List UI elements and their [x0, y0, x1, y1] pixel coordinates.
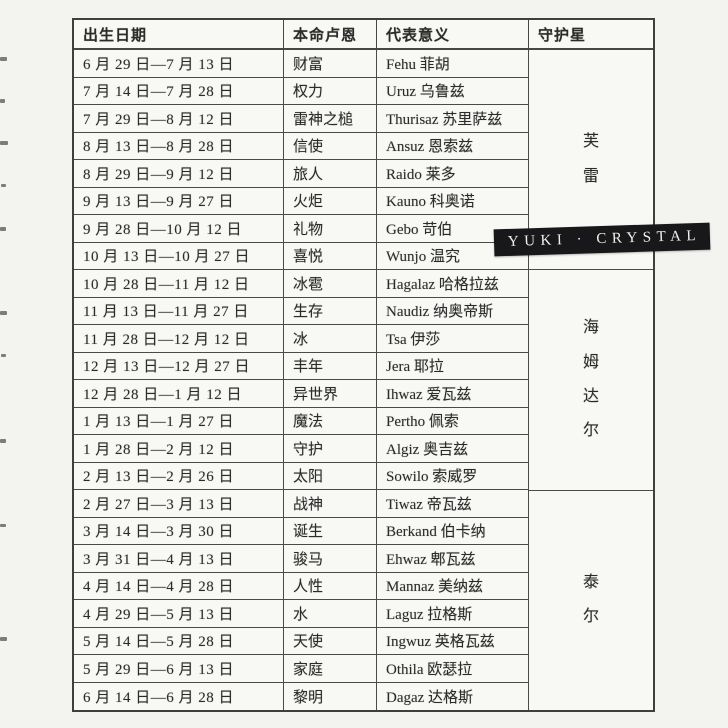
date-cell: 1 月 28 日—2 月 12 日 — [74, 435, 284, 463]
meaning-cell: Othila 欧瑟拉 — [377, 655, 529, 683]
rune-cell: 黎明 — [284, 682, 377, 710]
rune-cell: 礼物 — [284, 215, 377, 243]
date-cell: 10 月 28 日—11 月 12 日 — [74, 270, 284, 298]
meaning-cell: Algiz 奥吉兹 — [377, 435, 529, 463]
scan-artifact — [0, 141, 8, 145]
meaning-cell: Hagalaz 哈格拉兹 — [377, 270, 529, 298]
scan-artifact — [0, 637, 7, 641]
date-cell: 11 月 13 日—11 月 27 日 — [74, 297, 284, 325]
meaning-cell: Ingwuz 英格瓦兹 — [377, 627, 529, 655]
meaning-cell: Tsa 伊莎 — [377, 325, 529, 353]
table-header-row: 出生日期 本命卢恩 代表意义 守护星 — [74, 20, 653, 50]
scan-artifact — [0, 227, 6, 231]
date-cell: 1 月 13 日—1 月 27 日 — [74, 407, 284, 435]
date-cell: 7 月 14 日—7 月 28 日 — [74, 77, 284, 105]
guardian-cell: 芙雷 — [529, 50, 653, 271]
date-cell: 5 月 29 日—6 月 13 日 — [74, 655, 284, 683]
scan-artifact — [1, 354, 6, 357]
scan-artifact — [0, 99, 5, 103]
date-cell: 8 月 29 日—9 月 12 日 — [74, 160, 284, 188]
rune-cell: 旅人 — [284, 160, 377, 188]
rune-cell: 生存 — [284, 297, 377, 325]
date-cell: 3 月 14 日—3 月 30 日 — [74, 517, 284, 545]
meaning-cell: Kauno 科奥诺 — [377, 187, 529, 215]
meaning-cell: Uruz 乌鲁兹 — [377, 77, 529, 105]
date-cell: 9 月 13 日—9 月 27 日 — [74, 187, 284, 215]
meaning-cell: Thurisaz 苏里萨兹 — [377, 105, 529, 133]
watermark-bar: YUKI · CRYSTAL — [493, 222, 711, 257]
rune-birthdate-table: 出生日期 本命卢恩 代表意义 守护星 6 月 29 日—7 月 13 日财富 Fe… — [72, 18, 655, 712]
date-cell: 12 月 28 日—1 月 12 日 — [74, 380, 284, 408]
rune-cell: 人性 — [284, 572, 377, 600]
meaning-cell: Sowilo 索威罗 — [377, 462, 529, 490]
date-cell: 3 月 31 日—4 月 13 日 — [74, 545, 284, 573]
scan-artifact — [0, 57, 7, 61]
date-cell: 4 月 29 日—5 月 13 日 — [74, 600, 284, 628]
date-cell: 7 月 29 日—8 月 12 日 — [74, 105, 284, 133]
header-birth-date: 出生日期 — [74, 20, 284, 50]
rune-cell: 诞生 — [284, 517, 377, 545]
rune-cell: 战神 — [284, 490, 377, 518]
scan-artifact — [0, 524, 6, 527]
date-cell: 6 月 29 日—7 月 13 日 — [74, 50, 284, 78]
date-cell: 5 月 14 日—5 月 28 日 — [74, 627, 284, 655]
date-cell: 4 月 14 日—4 月 28 日 — [74, 572, 284, 600]
meaning-cell: Ihwaz 爱瓦兹 — [377, 380, 529, 408]
rune-cell: 天使 — [284, 627, 377, 655]
rune-cell: 丰年 — [284, 352, 377, 380]
date-cell: 9 月 28 日—10 月 12 日 — [74, 215, 284, 243]
rune-cell: 权力 — [284, 77, 377, 105]
meaning-cell: Laguz 拉格斯 — [377, 600, 529, 628]
guardian-cell: 海姆达尔 — [529, 270, 653, 491]
scan-artifact — [0, 311, 7, 315]
meaning-cell: Naudiz 纳奥帝斯 — [377, 297, 529, 325]
rune-cell: 异世界 — [284, 380, 377, 408]
rune-cell: 骏马 — [284, 545, 377, 573]
table-body: 6 月 29 日—7 月 13 日财富 Fehu 菲胡 7 月 14 日—7 月 2… — [74, 50, 653, 710]
meaning-cell: Fehu 菲胡 — [377, 50, 529, 78]
rune-cell: 雷神之槌 — [284, 105, 377, 133]
date-cell: 2 月 27 日—3 月 13 日 — [74, 490, 284, 518]
guardian-name: 海姆达尔 — [582, 319, 599, 440]
header-meaning: 代表意义 — [377, 20, 529, 50]
scan-artifact — [1, 184, 6, 187]
guardian-column: 芙雷 海姆达尔 泰尔 — [529, 50, 653, 710]
meaning-cell: Wunjo 温究 — [377, 242, 529, 270]
meaning-cell: Berkand 伯卡纳 — [377, 517, 529, 545]
scan-artifact — [0, 439, 6, 443]
meaning-cell: Tiwaz 帝瓦兹 — [377, 490, 529, 518]
table-body-grid: 6 月 29 日—7 月 13 日财富 Fehu 菲胡 7 月 14 日—7 月 2… — [74, 50, 529, 710]
watermark-text: YUKI · CRYSTAL — [507, 227, 702, 250]
rune-cell: 守护 — [284, 435, 377, 463]
meaning-cell: Pertho 佩索 — [377, 407, 529, 435]
header-guardian-star: 守护星 — [529, 20, 653, 50]
date-cell: 12 月 13 日—12 月 27 日 — [74, 352, 284, 380]
meaning-cell: Raido 莱多 — [377, 160, 529, 188]
rune-cell: 水 — [284, 600, 377, 628]
rune-cell: 火炬 — [284, 187, 377, 215]
header-natal-rune: 本命卢恩 — [284, 20, 377, 50]
meaning-cell: Ehwaz 郫瓦兹 — [377, 545, 529, 573]
date-cell: 8 月 13 日—8 月 28 日 — [74, 132, 284, 160]
rune-cell: 家庭 — [284, 655, 377, 683]
date-cell: 2 月 13 日—2 月 26 日 — [74, 462, 284, 490]
rune-cell: 冰雹 — [284, 270, 377, 298]
guardian-name: 泰尔 — [582, 573, 599, 626]
guardian-cell: 泰尔 — [529, 491, 653, 710]
rune-cell: 冰 — [284, 325, 377, 353]
rune-cell: 喜悦 — [284, 242, 377, 270]
date-cell: 10 月 13 日—10 月 27 日 — [74, 242, 284, 270]
rune-cell: 魔法 — [284, 407, 377, 435]
date-cell: 11 月 28 日—12 月 12 日 — [74, 325, 284, 353]
guardian-name: 芙雷 — [582, 133, 599, 185]
date-cell: 6 月 14 日—6 月 28 日 — [74, 682, 284, 710]
meaning-cell: Dagaz 达格斯 — [377, 682, 529, 710]
meaning-cell: Mannaz 美纳兹 — [377, 572, 529, 600]
rune-cell: 信使 — [284, 132, 377, 160]
meaning-cell: Ansuz 恩索兹 — [377, 132, 529, 160]
rune-cell: 财富 — [284, 50, 377, 78]
meaning-cell: Jera 耶拉 — [377, 352, 529, 380]
rune-cell: 太阳 — [284, 462, 377, 490]
